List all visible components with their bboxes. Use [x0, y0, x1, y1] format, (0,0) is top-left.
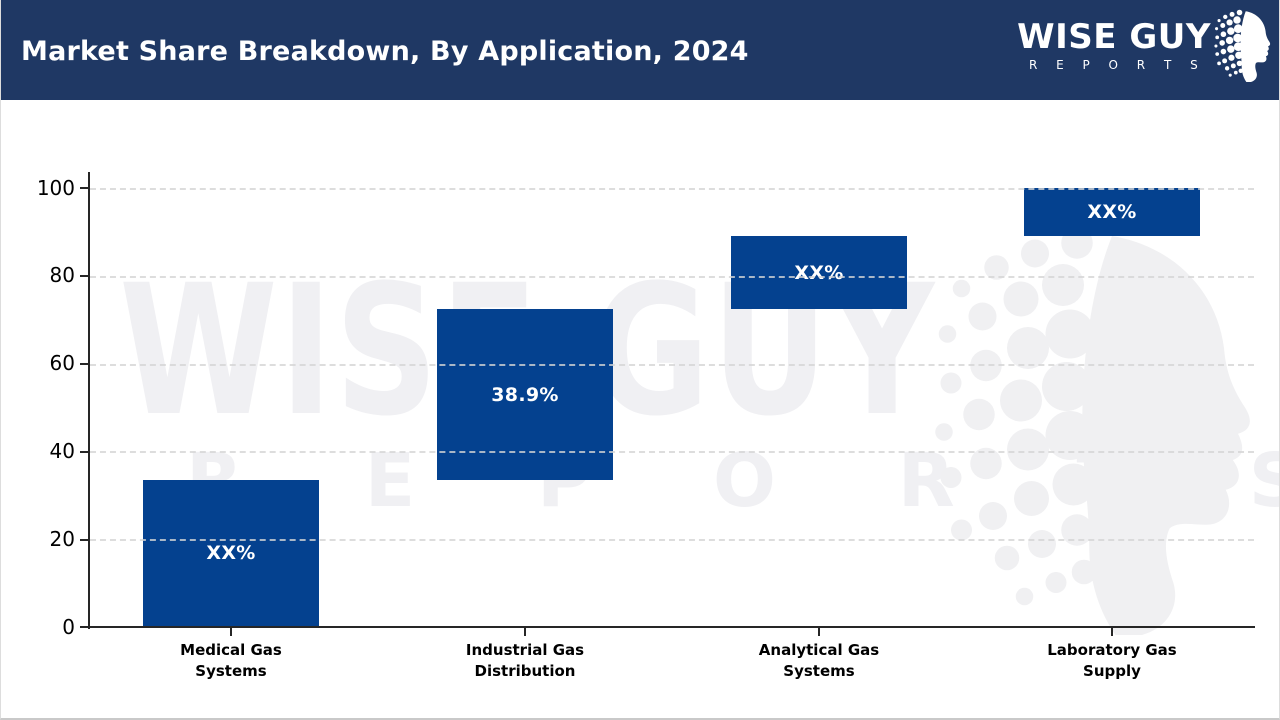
y-tick-label: 0	[62, 615, 75, 639]
x-label-line: Systems	[195, 662, 267, 680]
x-category-label: Medical Gas Systems	[121, 640, 341, 682]
x-label-line: Medical Gas	[180, 641, 282, 659]
x-label-line: Industrial Gas	[465, 641, 585, 659]
x-label-line: Analytical Gas	[758, 641, 880, 659]
gridline-80	[90, 276, 1254, 278]
y-tick-label: 100	[36, 176, 75, 200]
gridline-60	[90, 364, 1254, 366]
bar-value-label: XX%	[794, 261, 844, 284]
page-title: Market Share Breakdown, By Application, …	[21, 36, 749, 67]
header-banner: Market Share Breakdown, By Application, …	[1, 0, 1279, 100]
gridline-100	[90, 188, 1254, 190]
x-label-line: Systems	[783, 662, 855, 680]
wise-guy-logo: WISE GUY R E P O R T S	[1017, 8, 1273, 84]
y-tick	[80, 187, 89, 189]
logo-wordmark: WISE GUY	[1017, 17, 1211, 58]
y-tick-label: 20	[49, 527, 75, 551]
gridline-20	[90, 539, 1254, 541]
bar-segment: XX%	[143, 479, 319, 627]
x-tick	[818, 628, 820, 636]
x-tick	[230, 628, 232, 636]
bar-segment: XX%	[1024, 188, 1200, 236]
y-axis-line	[88, 172, 90, 629]
x-category-label: Laboratory Gas Supply	[1002, 640, 1222, 682]
gridline-40	[90, 451, 1254, 453]
x-tick	[524, 628, 526, 636]
y-tick	[80, 451, 89, 453]
y-tick-label: 60	[49, 351, 75, 375]
bar-value-label: 38.9%	[491, 383, 559, 406]
y-tick	[80, 626, 89, 628]
bar-value-label: XX%	[1087, 200, 1137, 223]
bar-value-label: XX%	[206, 542, 256, 565]
logo-head-icon	[1211, 8, 1273, 84]
bar-segment: XX%	[731, 235, 907, 310]
y-tick	[80, 275, 89, 277]
logo-text: WISE GUY R E P O R T S	[1017, 17, 1211, 72]
y-tick	[80, 363, 89, 365]
x-label-line: Laboratory Gas	[1047, 641, 1177, 659]
x-axis-line	[88, 626, 1255, 628]
logo-subtitle: R E P O R T S	[1028, 57, 1206, 72]
y-tick-label: 40	[49, 439, 75, 463]
x-tick	[1111, 628, 1113, 636]
x-label-line: Distribution	[474, 662, 576, 680]
x-category-label: Analytical Gas Systems	[709, 640, 929, 682]
x-label-line: Supply	[1083, 662, 1141, 680]
bar-segment: 38.9%	[437, 309, 613, 480]
y-tick	[80, 539, 89, 541]
y-tick-label: 80	[49, 263, 75, 287]
x-category-label: Industrial Gas Distribution	[415, 640, 635, 682]
